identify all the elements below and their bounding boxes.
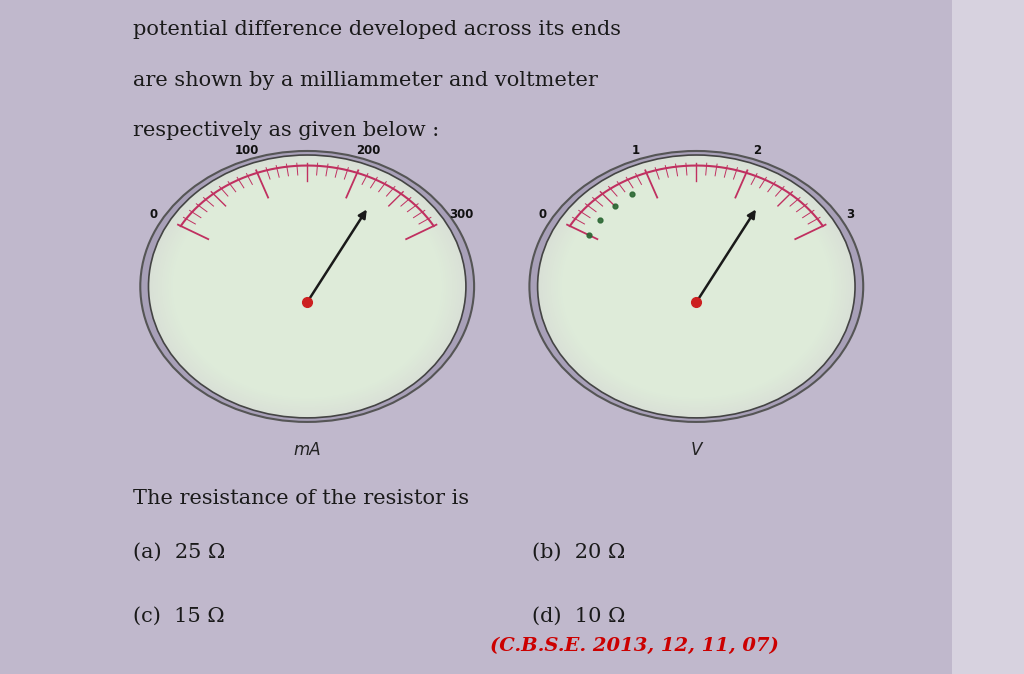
Text: (a)  25 Ω: (a) 25 Ω bbox=[133, 543, 225, 561]
Ellipse shape bbox=[164, 168, 451, 405]
Text: The resistance of the resistor is: The resistance of the resistor is bbox=[133, 489, 469, 508]
Bar bbox=[563, 0, 614, 674]
Text: (c)  15 Ω: (c) 15 Ω bbox=[133, 607, 224, 625]
Bar bbox=[717, 0, 768, 674]
Bar bbox=[410, 0, 461, 674]
Ellipse shape bbox=[166, 169, 449, 404]
Bar bbox=[870, 0, 922, 674]
Bar bbox=[0, 0, 51, 674]
Ellipse shape bbox=[168, 171, 446, 402]
Text: mA: mA bbox=[294, 441, 321, 460]
Ellipse shape bbox=[157, 162, 458, 410]
Bar bbox=[922, 0, 973, 674]
Text: 0: 0 bbox=[539, 208, 547, 220]
Text: potential difference developed across its ends: potential difference developed across it… bbox=[133, 20, 622, 39]
Ellipse shape bbox=[529, 151, 863, 422]
Ellipse shape bbox=[162, 166, 453, 407]
Ellipse shape bbox=[538, 155, 855, 418]
Ellipse shape bbox=[553, 168, 840, 405]
Text: 1: 1 bbox=[632, 144, 640, 157]
Text: (d)  10 Ω: (d) 10 Ω bbox=[532, 607, 626, 625]
Ellipse shape bbox=[170, 173, 444, 400]
Ellipse shape bbox=[555, 169, 838, 404]
Text: are shown by a milliammeter and voltmeter: are shown by a milliammeter and voltmete… bbox=[133, 71, 598, 90]
Ellipse shape bbox=[160, 164, 455, 409]
Bar bbox=[154, 0, 205, 674]
Ellipse shape bbox=[155, 160, 460, 412]
Bar bbox=[461, 0, 512, 674]
Bar bbox=[666, 0, 717, 674]
Bar bbox=[512, 0, 563, 674]
Ellipse shape bbox=[542, 158, 851, 415]
Bar bbox=[614, 0, 666, 674]
Bar bbox=[51, 0, 102, 674]
Ellipse shape bbox=[546, 162, 847, 410]
Ellipse shape bbox=[557, 171, 836, 402]
Text: (C.B.S.E. 2013, 12, 11, 07): (C.B.S.E. 2013, 12, 11, 07) bbox=[490, 637, 779, 655]
Ellipse shape bbox=[148, 155, 466, 418]
Ellipse shape bbox=[544, 160, 849, 412]
Ellipse shape bbox=[153, 158, 462, 415]
Ellipse shape bbox=[559, 173, 834, 400]
Bar bbox=[205, 0, 256, 674]
Text: 100: 100 bbox=[234, 144, 259, 157]
Ellipse shape bbox=[551, 166, 842, 407]
Ellipse shape bbox=[151, 157, 464, 416]
Text: 2: 2 bbox=[753, 144, 761, 157]
Text: 0: 0 bbox=[150, 208, 158, 220]
Bar bbox=[768, 0, 819, 674]
Text: 3: 3 bbox=[846, 208, 854, 220]
Bar bbox=[358, 0, 410, 674]
Ellipse shape bbox=[561, 175, 831, 398]
Text: (b)  20 Ω: (b) 20 Ω bbox=[532, 543, 626, 561]
Ellipse shape bbox=[172, 175, 442, 398]
Ellipse shape bbox=[140, 151, 474, 422]
Bar bbox=[819, 0, 870, 674]
Text: 200: 200 bbox=[355, 144, 380, 157]
Text: V: V bbox=[690, 441, 702, 460]
Bar bbox=[307, 0, 358, 674]
Bar bbox=[952, 0, 1024, 674]
Ellipse shape bbox=[540, 157, 853, 416]
Bar bbox=[973, 0, 1024, 674]
Bar bbox=[102, 0, 154, 674]
Bar bbox=[256, 0, 307, 674]
Text: respectively as given below :: respectively as given below : bbox=[133, 121, 439, 140]
Ellipse shape bbox=[549, 164, 844, 409]
Text: 300: 300 bbox=[449, 208, 473, 220]
